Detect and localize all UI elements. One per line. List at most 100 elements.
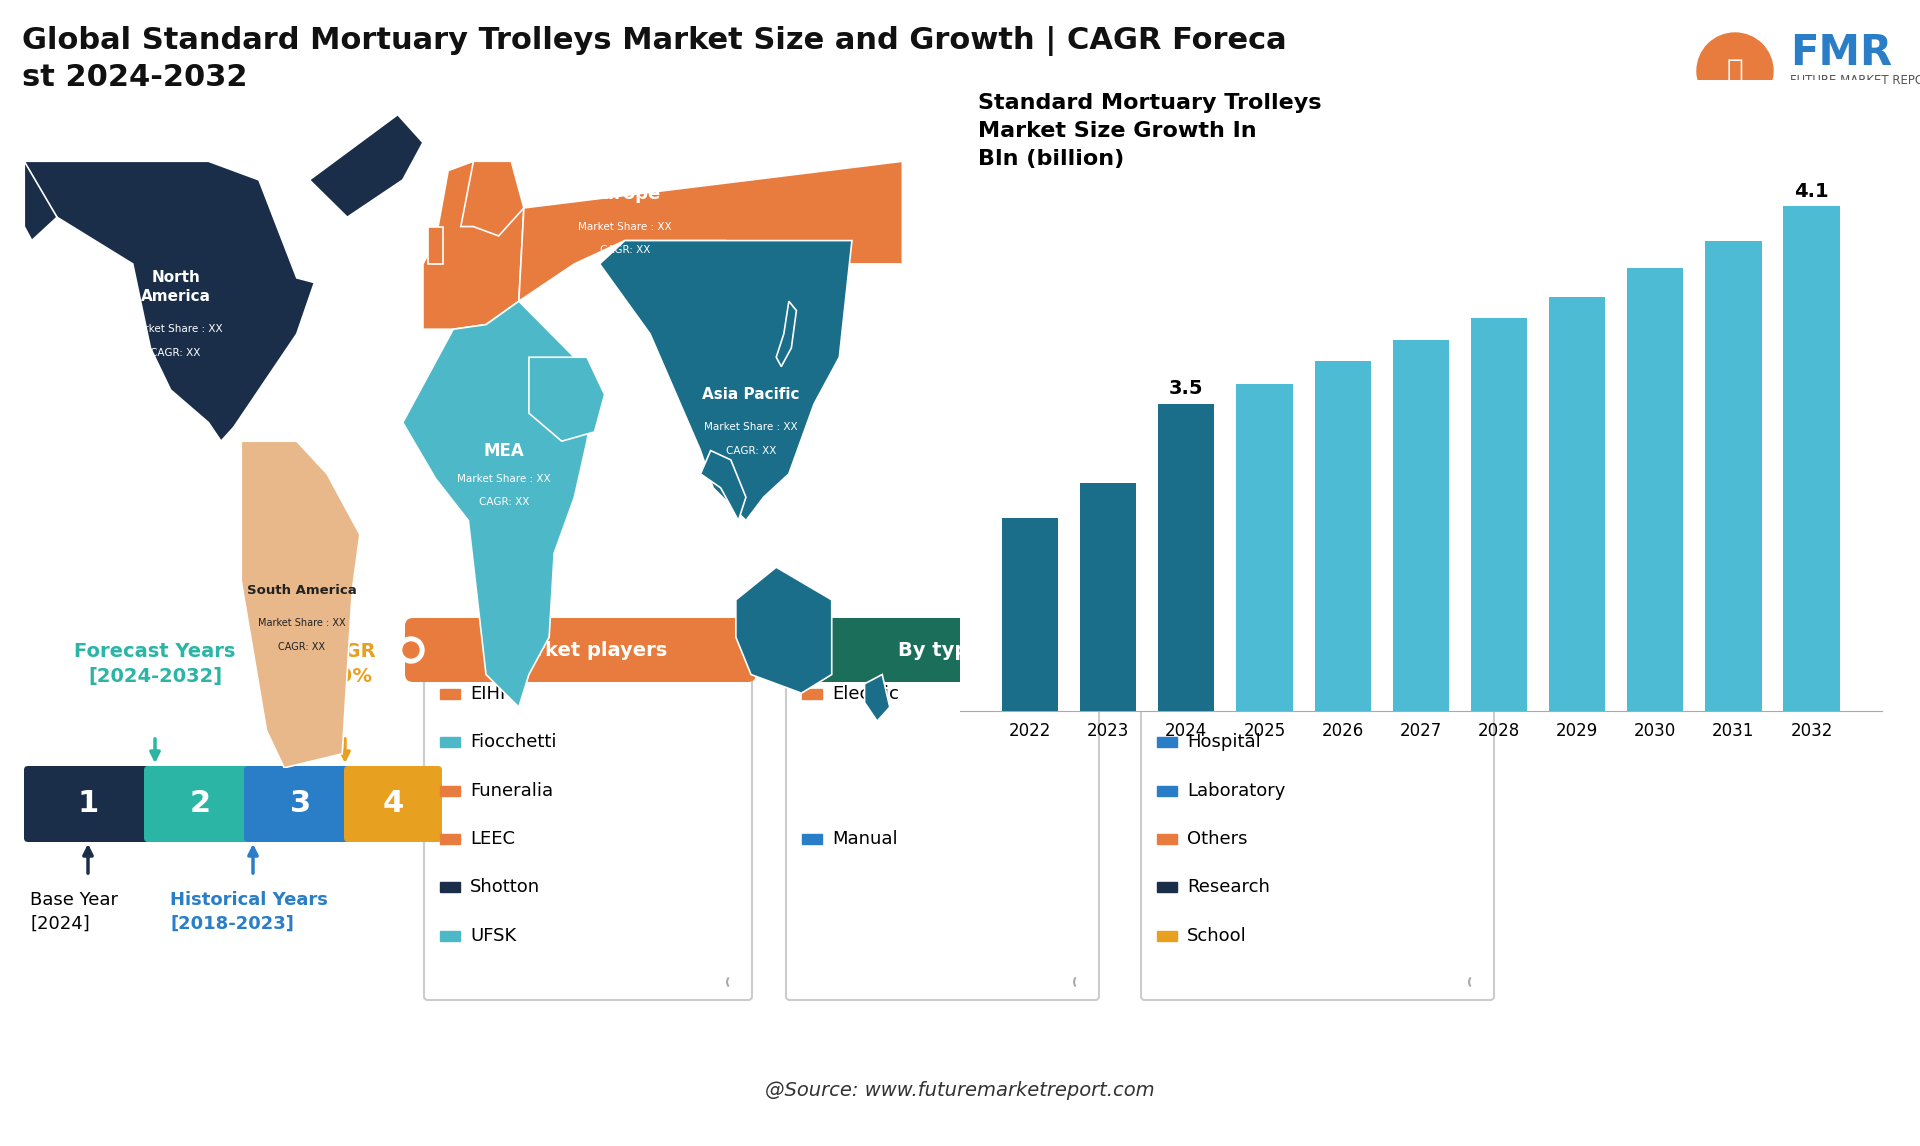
FancyBboxPatch shape [244, 766, 357, 842]
Polygon shape [461, 162, 524, 236]
Polygon shape [864, 675, 889, 721]
Text: North
America: North America [140, 270, 211, 304]
Bar [440, 689, 461, 699]
Text: Laboratory: Laboratory [1187, 782, 1284, 800]
Text: Global Standard Mortuary Trolleys Market Size and Growth | CAGR Foreca: Global Standard Mortuary Trolleys Market… [21, 26, 1286, 56]
Text: @Source: www.futuremarketreport.com: @Source: www.futuremarketreport.com [766, 1082, 1154, 1100]
Text: EIHF: EIHF [470, 685, 511, 702]
Text: Research: Research [1187, 878, 1269, 896]
Text: Market Share : XX: Market Share : XX [457, 473, 551, 484]
Bar [1315, 361, 1371, 711]
Text: LEEC: LEEC [470, 830, 515, 848]
Text: Fiocchetti: Fiocchetti [470, 733, 557, 752]
Text: CAGR
5.9%: CAGR 5.9% [315, 642, 374, 686]
Polygon shape [518, 162, 902, 301]
Text: Europe: Europe [589, 185, 660, 203]
Polygon shape [242, 441, 359, 768]
Text: st 2024-2032: st 2024-2032 [21, 63, 248, 92]
Bar [440, 737, 461, 747]
Text: 3: 3 [290, 790, 311, 818]
FancyBboxPatch shape [144, 766, 257, 842]
Polygon shape [599, 241, 852, 520]
Text: 4: 4 [382, 790, 403, 818]
Text: Base Year
[2024]: Base Year [2024] [31, 890, 117, 933]
Bar [440, 834, 461, 843]
Text: 4.1: 4.1 [1795, 182, 1830, 201]
Text: Others: Others [1187, 830, 1248, 848]
Bar [440, 786, 461, 795]
Text: Asia Pacific: Asia Pacific [703, 387, 801, 402]
Polygon shape [776, 301, 797, 367]
Text: Forecast Years
[2024-2032]: Forecast Years [2024-2032] [75, 642, 236, 686]
Bar [1158, 737, 1177, 747]
Text: CAGR: XX: CAGR: XX [278, 642, 324, 652]
Circle shape [1116, 637, 1140, 664]
Polygon shape [528, 358, 605, 441]
Bar [803, 834, 822, 843]
Polygon shape [309, 115, 422, 218]
Bar [1236, 384, 1292, 711]
Polygon shape [25, 162, 315, 441]
FancyBboxPatch shape [344, 766, 442, 842]
FancyBboxPatch shape [785, 622, 1098, 1000]
Polygon shape [735, 567, 831, 693]
Bar [1158, 786, 1177, 795]
FancyBboxPatch shape [405, 618, 756, 682]
Text: Market Share : XX: Market Share : XX [129, 324, 223, 335]
Text: Electric: Electric [831, 685, 899, 702]
FancyBboxPatch shape [1140, 622, 1494, 1000]
Text: 1: 1 [77, 790, 98, 818]
Bar [1158, 689, 1177, 699]
Text: Funeralia: Funeralia [470, 782, 553, 800]
Text: Market Share : XX: Market Share : XX [578, 221, 672, 231]
Text: By application: By application [1236, 641, 1394, 659]
Polygon shape [701, 450, 747, 520]
Bar [1081, 482, 1137, 711]
Text: Market Share : XX: Market Share : XX [705, 422, 799, 432]
Bar [1392, 340, 1450, 711]
Text: CAGR: XX: CAGR: XX [599, 245, 651, 254]
Text: UFSK: UFSK [470, 927, 516, 944]
Text: 2: 2 [190, 790, 211, 818]
FancyBboxPatch shape [23, 766, 152, 842]
Text: Funeral: Funeral [1187, 685, 1254, 702]
Bar [1705, 242, 1761, 711]
Text: MEA: MEA [484, 441, 524, 460]
Text: 👁: 👁 [1726, 57, 1743, 85]
Polygon shape [25, 162, 58, 241]
FancyBboxPatch shape [766, 618, 1102, 682]
Text: South America: South America [248, 584, 357, 597]
Bar [440, 882, 461, 893]
Bar [440, 931, 461, 941]
Polygon shape [428, 227, 444, 264]
Bar [1158, 403, 1215, 711]
Bar [1784, 206, 1839, 711]
Text: CAGR: XX: CAGR: XX [150, 347, 202, 358]
Text: FUTURE MARKET REPORT: FUTURE MARKET REPORT [1789, 74, 1920, 87]
Text: Market Share : XX: Market Share : XX [257, 618, 346, 628]
Text: School: School [1187, 927, 1246, 944]
Polygon shape [403, 301, 595, 707]
Circle shape [1697, 33, 1772, 109]
Circle shape [1119, 642, 1137, 658]
Text: FMR: FMR [1789, 32, 1891, 74]
FancyBboxPatch shape [424, 622, 753, 1000]
Circle shape [760, 637, 785, 664]
Text: CAGR: XX: CAGR: XX [726, 446, 776, 456]
Bar [1158, 882, 1177, 893]
Text: Historical Years
[2018-2023]: Historical Years [2018-2023] [171, 890, 328, 933]
Text: Shotton: Shotton [470, 878, 540, 896]
Text: Market players: Market players [503, 641, 668, 659]
Text: 3.5: 3.5 [1169, 379, 1204, 399]
Bar [1626, 268, 1684, 711]
Bar [1471, 317, 1526, 711]
Bar [803, 689, 822, 699]
Bar [1158, 931, 1177, 941]
Circle shape [397, 637, 424, 664]
Bar [1158, 834, 1177, 843]
Text: CAGR: XX: CAGR: XX [478, 497, 528, 507]
Circle shape [403, 642, 419, 658]
Bar [1549, 297, 1605, 711]
FancyBboxPatch shape [1121, 618, 1498, 682]
Text: Hospital: Hospital [1187, 733, 1261, 752]
